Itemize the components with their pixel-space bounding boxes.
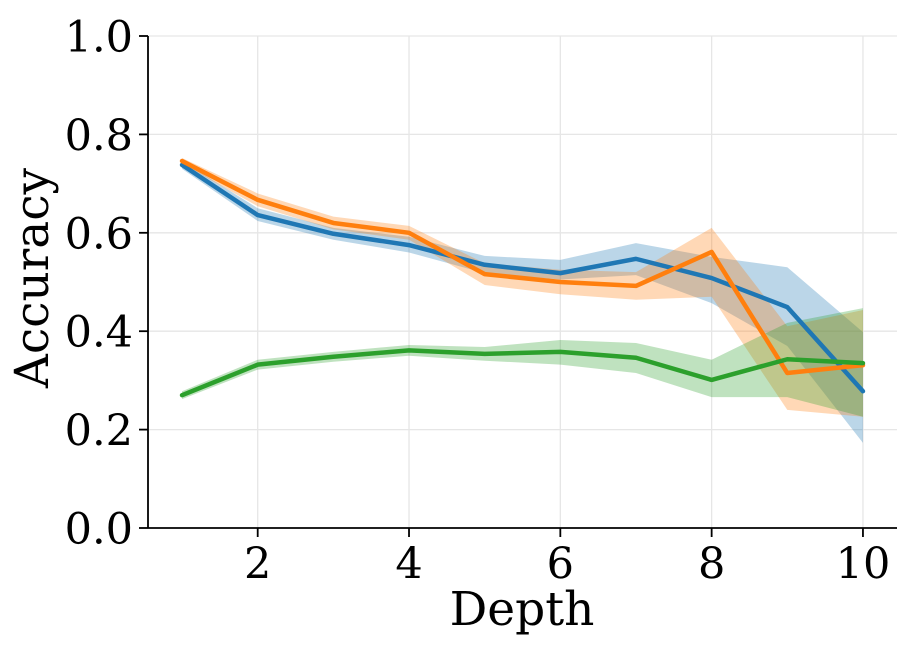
y-tick-label: 0.2: [65, 406, 133, 456]
x-tick-label: 2: [244, 539, 271, 589]
blue-series-line: [179, 162, 866, 394]
green-series-band: [182, 308, 863, 417]
y-tick-label: 0.6: [65, 209, 133, 259]
y-tick-label: 0.0: [65, 504, 133, 554]
axes-spines-ticks: [139, 35, 897, 537]
orange-series-line: [179, 158, 866, 376]
green-series-line: [179, 348, 866, 398]
x-tick-label: 8: [698, 539, 725, 589]
orange-series-band: [182, 158, 863, 417]
y-tick-label: 0.4: [65, 308, 133, 358]
x-tick-label: 6: [547, 539, 574, 589]
confidence-bands: [182, 158, 863, 443]
x-axis-label: Depth: [450, 582, 595, 637]
x-tick-label: 10: [836, 539, 891, 589]
y-tick-label: 0.8: [65, 111, 133, 161]
y-axis-label: Accuracy: [5, 167, 60, 389]
x-tick-label: 4: [395, 539, 422, 589]
y-tick-label: 1.0: [65, 12, 133, 62]
blue-series-band: [182, 160, 863, 443]
data-lines: [179, 158, 866, 398]
tick-labels: 2 4 6 8 10 0.0 0.2 0.4 0.6 0.8 1.0: [65, 12, 891, 589]
